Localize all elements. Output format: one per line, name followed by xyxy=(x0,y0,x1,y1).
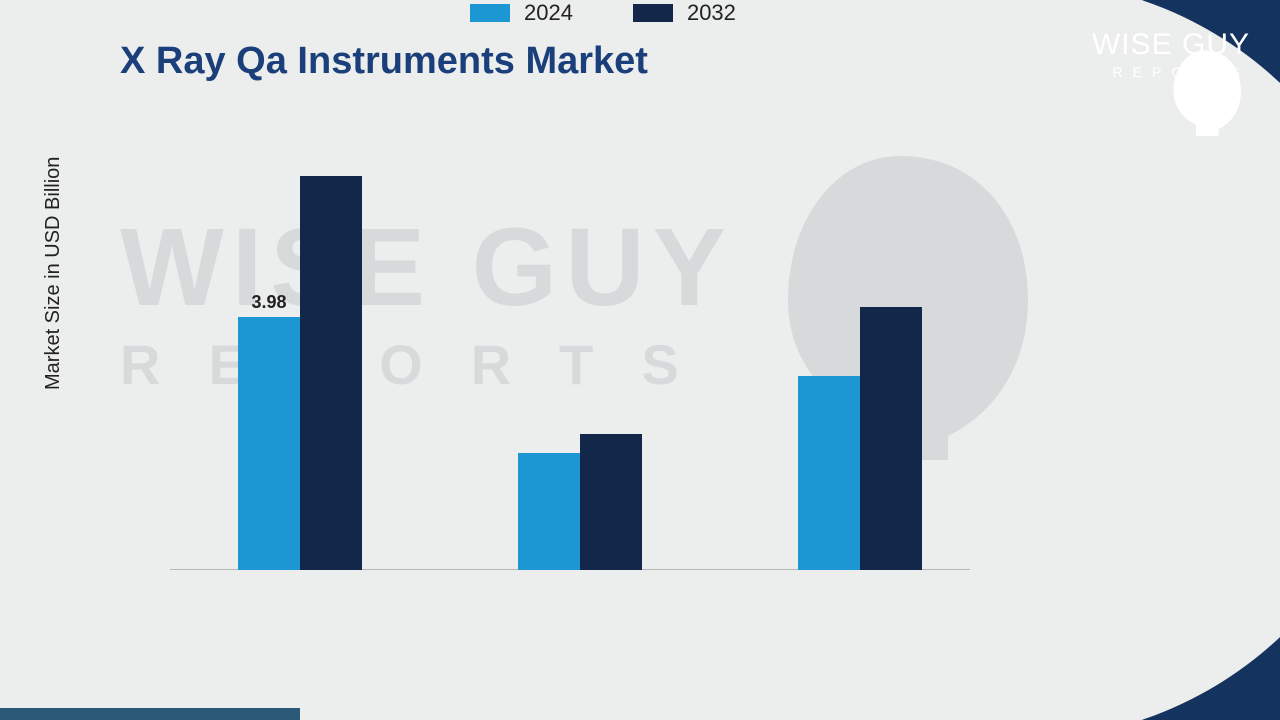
bar xyxy=(580,434,642,571)
bar-value-label: 3.98 xyxy=(238,292,300,317)
legend-item-2024: 2024 xyxy=(470,0,573,26)
brand-head-icon xyxy=(1160,46,1250,136)
chart-area: Market Size in USD Billion 3.98DigitalX-… xyxy=(100,160,980,660)
bar xyxy=(860,307,922,570)
legend-swatch-2024 xyxy=(470,4,510,22)
bottom-accent-bar xyxy=(0,708,300,720)
bar xyxy=(300,176,362,570)
legend-swatch-2032 xyxy=(633,4,673,22)
bar: 3.98 xyxy=(238,317,300,570)
plot-area: 3.98DigitalX-RayQaInstrumentsAnalogX-Ray… xyxy=(110,170,970,570)
bar xyxy=(518,453,580,570)
chart-title: X Ray Qa Instruments Market xyxy=(120,40,648,83)
legend-item-2032: 2032 xyxy=(633,0,736,26)
chart-canvas: WISE GUY REPORTS X Ray Qa Instruments Ma… xyxy=(0,0,1280,720)
bar xyxy=(798,376,860,570)
legend: 2024 2032 xyxy=(470,0,736,26)
legend-label-2032: 2032 xyxy=(687,0,736,26)
y-axis-label: Market Size in USD Billion xyxy=(42,157,65,390)
brand-block: WISE GUY REPORTS xyxy=(1092,28,1250,80)
legend-label-2024: 2024 xyxy=(524,0,573,26)
